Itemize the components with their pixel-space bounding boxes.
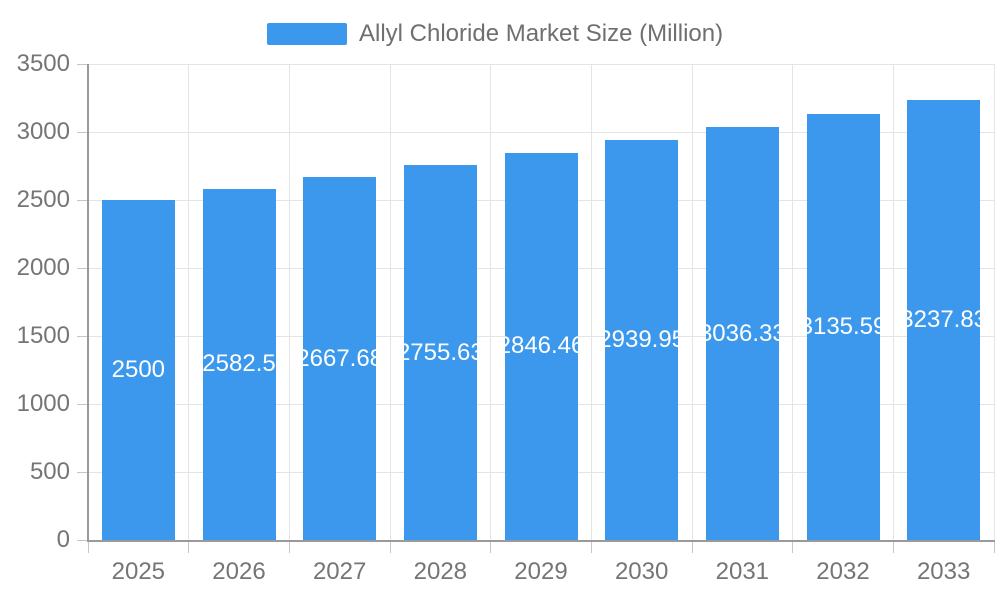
- x-axis-tick: [490, 542, 492, 553]
- y-axis-tick: [77, 335, 88, 337]
- y-axis-label: 2500: [16, 186, 70, 213]
- x-axis-label: 2028: [413, 558, 468, 585]
- x-gridline: [691, 64, 693, 540]
- x-gridline: [490, 64, 492, 540]
- x-gridline: [389, 64, 391, 540]
- x-axis-tick: [87, 542, 89, 553]
- x-gridline: [288, 64, 290, 540]
- y-gridline: [88, 131, 994, 133]
- x-axis-tick: [691, 542, 693, 553]
- y-axis-tick: [77, 131, 88, 133]
- x-axis-label: 2031: [715, 558, 770, 585]
- y-axis-label: 1000: [16, 390, 70, 417]
- x-axis-tick: [993, 542, 995, 553]
- y-axis-tick: [77, 403, 88, 405]
- bar-value-label: 2755.63: [404, 338, 477, 366]
- y-axis-label: 2000: [16, 254, 70, 281]
- bar-value-label: 2667.68: [303, 344, 376, 372]
- bar-value-label: 3036.33: [706, 319, 779, 347]
- x-axis-tick: [288, 542, 290, 553]
- y-axis-label: 500: [29, 458, 70, 485]
- y-axis-tick: [77, 267, 88, 269]
- bar[interactable]: 3237.83: [907, 99, 981, 540]
- x-axis-label: 2026: [212, 558, 266, 585]
- x-gridline: [792, 64, 794, 540]
- bar[interactable]: 2846.46: [504, 152, 578, 540]
- y-axis-tick: [77, 199, 88, 201]
- x-axis-label: 2025: [111, 558, 166, 585]
- x-gridline: [188, 64, 190, 540]
- bar[interactable]: 3036.33: [705, 127, 779, 540]
- legend-swatch: [267, 23, 347, 45]
- x-axis-label: 2030: [614, 558, 669, 585]
- x-gridline: [892, 64, 894, 540]
- bar[interactable]: 2667.68: [303, 177, 377, 540]
- bar-value-label: 2500: [111, 356, 166, 383]
- x-axis-tick: [892, 542, 894, 553]
- bar-value-label: 2846.46: [505, 332, 578, 360]
- bar[interactable]: 2939.95: [605, 140, 679, 540]
- bar[interactable]: 2755.63: [403, 165, 477, 540]
- x-axis-tick: [389, 542, 391, 553]
- y-axis-label: 1500: [16, 322, 70, 349]
- bar[interactable]: 2582.5: [202, 188, 276, 540]
- y-gridline: [88, 63, 994, 65]
- y-axis-label: 3500: [16, 50, 70, 77]
- bar[interactable]: 2500: [101, 200, 175, 540]
- bar-value-label: 3237.83: [907, 305, 980, 333]
- y-axis-tick: [77, 471, 88, 473]
- x-gridline: [993, 64, 995, 540]
- x-axis-label: 2027: [312, 558, 367, 585]
- legend-label: Allyl Chloride Market Size (Million): [359, 20, 724, 47]
- bar-value-label: 2582.5: [202, 350, 276, 378]
- x-gridline: [590, 64, 592, 540]
- y-axis-label: 3000: [16, 118, 70, 145]
- x-axis-label: 2032: [816, 558, 870, 585]
- y-axis-line: [87, 64, 89, 540]
- x-axis-label: 2029: [514, 558, 568, 585]
- y-axis-tick: [77, 63, 88, 65]
- x-axis-tick: [590, 542, 592, 553]
- x-axis-tick: [792, 542, 794, 553]
- chart-legend[interactable]: Allyl Chloride Market Size (Million): [267, 21, 723, 47]
- x-axis-label: 2033: [916, 558, 971, 585]
- x-axis-tick: [188, 542, 190, 553]
- bar-value-label: 2939.95: [605, 326, 678, 354]
- y-axis-label: 0: [56, 526, 70, 553]
- y-axis-tick: [77, 539, 88, 541]
- x-axis-line: [87, 540, 995, 542]
